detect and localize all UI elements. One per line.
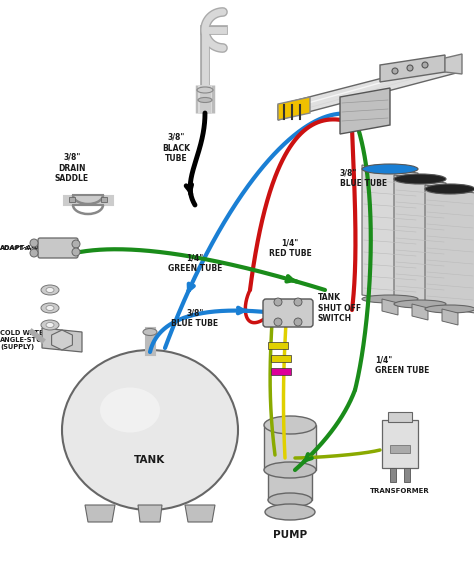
Polygon shape [264,425,316,470]
Bar [69,197,75,202]
Ellipse shape [394,174,446,184]
Polygon shape [425,185,474,313]
Bar [390,468,396,482]
Polygon shape [278,58,460,120]
Polygon shape [138,505,162,522]
Circle shape [30,249,38,257]
Circle shape [72,240,80,248]
Bar [271,368,291,375]
Bar [268,342,288,349]
Ellipse shape [265,504,315,520]
Ellipse shape [268,493,312,507]
Text: ADAPT-A-VALVE: ADAPT-A-VALVE [0,245,57,251]
Text: TANK
SHUT OFF
SWITCH: TANK SHUT OFF SWITCH [318,292,361,323]
Polygon shape [394,175,446,308]
Text: TRANSFORMER: TRANSFORMER [370,488,430,494]
Circle shape [274,318,282,326]
Ellipse shape [41,285,59,295]
Text: COLD WATER
ANGLE-STOP
(SUPPLY): COLD WATER ANGLE-STOP (SUPPLY) [0,330,49,351]
Ellipse shape [143,328,157,336]
Text: PUMP: PUMP [273,530,307,540]
Circle shape [30,239,38,247]
Text: 1/4"
GREEN TUBE: 1/4" GREEN TUBE [375,355,429,375]
Ellipse shape [425,184,474,194]
Bar [271,355,291,362]
Polygon shape [185,505,215,522]
Polygon shape [268,470,312,500]
Bar [382,420,418,468]
FancyBboxPatch shape [263,299,313,327]
Polygon shape [412,304,428,320]
Text: 3/8"
BLACK
TUBE: 3/8" BLACK TUBE [162,133,190,163]
Circle shape [407,65,413,71]
Polygon shape [442,309,458,325]
Circle shape [274,298,282,306]
Polygon shape [380,55,445,82]
Circle shape [294,298,302,306]
Polygon shape [278,97,310,120]
Ellipse shape [41,320,59,330]
Text: 1/4"
GREEN TUBE: 1/4" GREEN TUBE [168,253,222,273]
Polygon shape [42,328,82,352]
Ellipse shape [46,306,54,311]
Bar [101,197,107,202]
Text: ADAPT-A-VALVE: ADAPT-A-VALVE [0,245,54,250]
Bar [390,445,410,453]
Ellipse shape [46,287,54,292]
Ellipse shape [264,462,316,478]
Ellipse shape [362,295,418,303]
Polygon shape [52,330,73,350]
Ellipse shape [100,387,160,432]
Bar [388,412,412,422]
Ellipse shape [198,97,212,102]
Circle shape [72,248,80,256]
Circle shape [422,62,428,68]
Text: 1/4"
RED TUBE: 1/4" RED TUBE [269,238,311,258]
Bar [404,468,410,482]
Polygon shape [340,88,390,134]
Text: 3/8"
BLUE TUBE: 3/8" BLUE TUBE [172,308,219,328]
FancyBboxPatch shape [38,238,78,258]
Ellipse shape [394,300,446,308]
Ellipse shape [425,305,474,313]
Ellipse shape [264,416,316,434]
Ellipse shape [41,303,59,313]
Ellipse shape [46,323,54,328]
Ellipse shape [62,350,238,510]
Polygon shape [382,299,398,315]
Circle shape [392,68,398,74]
Ellipse shape [197,87,213,93]
Circle shape [294,318,302,326]
Polygon shape [362,165,418,303]
Polygon shape [85,505,115,522]
Text: TANK: TANK [134,455,165,465]
Ellipse shape [362,164,418,174]
Text: 3/8"
DRAIN
SADDLE: 3/8" DRAIN SADDLE [55,152,89,183]
Text: 3/8"
BLUE TUBE: 3/8" BLUE TUBE [340,168,387,188]
Polygon shape [445,54,462,74]
